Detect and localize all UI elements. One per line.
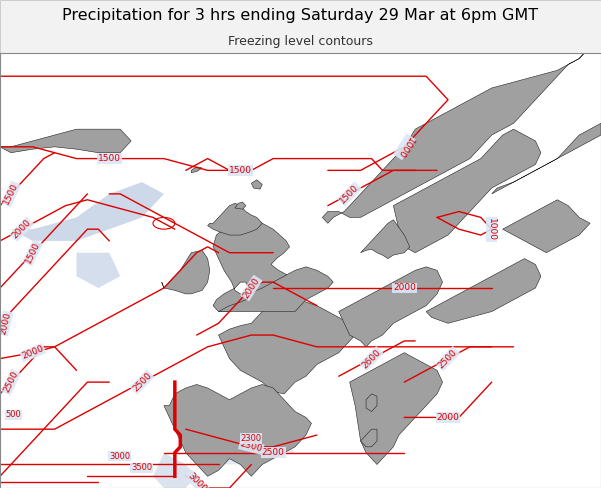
Text: 2500: 2500 [131, 371, 153, 393]
Polygon shape [426, 259, 541, 323]
Polygon shape [339, 267, 442, 347]
Polygon shape [76, 253, 120, 288]
Text: 2000: 2000 [436, 413, 459, 422]
Text: 1500: 1500 [229, 166, 252, 175]
Polygon shape [219, 267, 334, 311]
Polygon shape [186, 429, 295, 465]
FancyBboxPatch shape [0, 0, 601, 53]
Polygon shape [492, 123, 601, 194]
Text: 500: 500 [5, 410, 21, 419]
Text: 2000: 2000 [0, 311, 13, 335]
Polygon shape [213, 211, 293, 311]
Text: 1500: 1500 [23, 241, 42, 265]
Polygon shape [394, 129, 541, 253]
Polygon shape [361, 220, 410, 259]
Text: Precipitation for 3 hrs ending Saturday 29 Mar at 6pm GMT: Precipitation for 3 hrs ending Saturday … [63, 8, 538, 23]
Text: Freezing level contours: Freezing level contours [228, 35, 373, 48]
Polygon shape [162, 250, 210, 294]
Polygon shape [153, 453, 197, 488]
Text: 2300: 2300 [239, 440, 263, 454]
Text: 2000: 2000 [393, 284, 416, 292]
Text: 1500: 1500 [338, 183, 361, 205]
Polygon shape [350, 353, 442, 465]
Polygon shape [0, 129, 131, 153]
Polygon shape [322, 53, 585, 224]
Text: 1000: 1000 [394, 135, 414, 159]
Text: 2000: 2000 [242, 276, 261, 300]
Text: 2500: 2500 [262, 448, 285, 457]
Polygon shape [502, 200, 590, 253]
Text: 3000: 3000 [186, 471, 208, 488]
Text: 2300: 2300 [240, 434, 261, 443]
Polygon shape [207, 203, 262, 235]
Polygon shape [219, 294, 355, 394]
Text: 2000: 2000 [20, 344, 45, 361]
Polygon shape [11, 182, 164, 241]
Text: 3000: 3000 [109, 451, 130, 461]
Polygon shape [361, 429, 377, 447]
Polygon shape [366, 394, 377, 411]
Text: 1500: 1500 [2, 182, 20, 206]
Text: 2500: 2500 [437, 347, 459, 370]
Polygon shape [235, 202, 246, 209]
Text: 1000: 1000 [487, 218, 496, 241]
Polygon shape [251, 180, 262, 189]
Text: 2600: 2600 [361, 347, 383, 370]
Text: 3500: 3500 [131, 463, 152, 472]
Text: 2500: 2500 [2, 370, 20, 394]
Text: 2000: 2000 [11, 218, 33, 241]
Polygon shape [164, 385, 311, 476]
Polygon shape [191, 167, 202, 173]
Text: 1500: 1500 [98, 154, 121, 163]
